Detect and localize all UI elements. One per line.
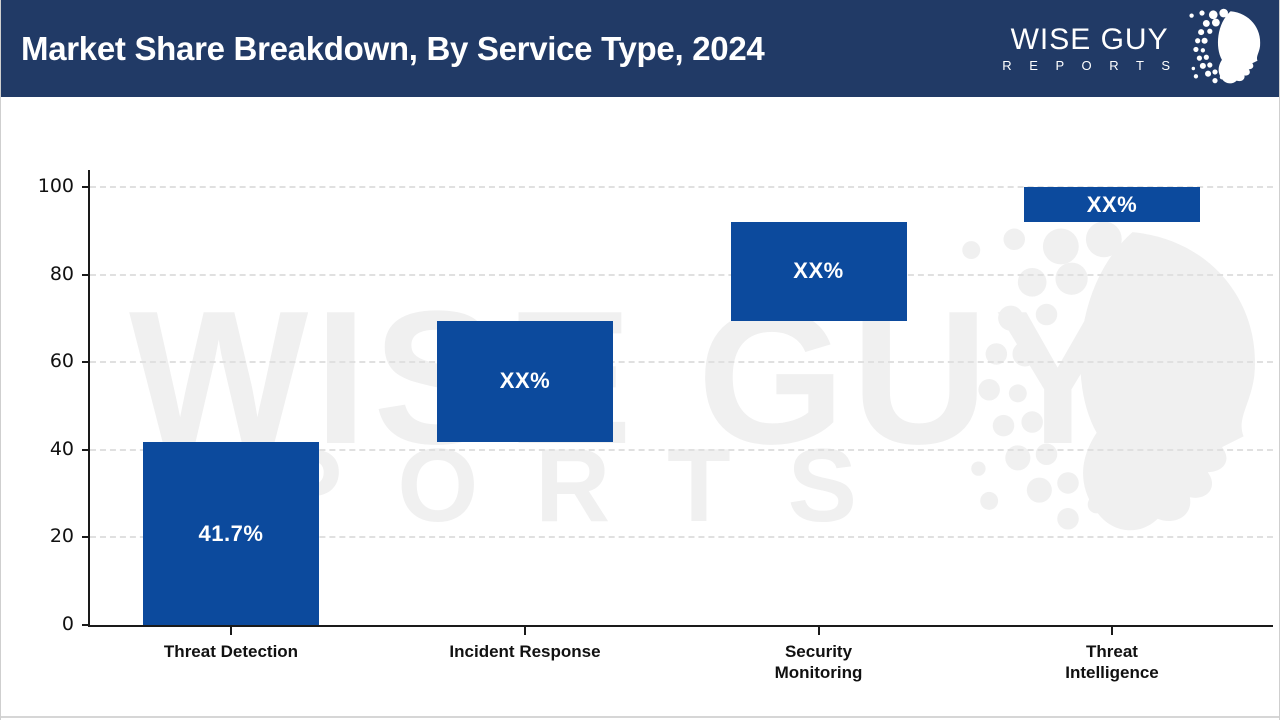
watermark-text-2: P O R T S xyxy=(273,428,871,544)
bar-value-label-2: XX% xyxy=(499,368,551,394)
x-tick-label-3: Security Monitoring xyxy=(774,642,863,683)
bar-value-label-4: XX% xyxy=(1086,191,1138,217)
bar-2: XX% xyxy=(437,320,613,443)
header: Market Share Breakdown, By Service Type,… xyxy=(1,0,1279,97)
plot: 0 20 40 60 80 100 41.7% Threat Detection XX% Inci… xyxy=(1,97,1280,720)
logo-subtitle: R E P O R T S xyxy=(1002,57,1177,73)
wise-guy-logo: WISE GUY R E P O R T S xyxy=(1002,6,1267,92)
bottom-divider xyxy=(1,716,1279,718)
watermark-face-icon xyxy=(962,221,1256,531)
bar-1: 41.7% xyxy=(143,442,319,625)
x-tick-1 xyxy=(230,627,232,635)
y-tick-0 xyxy=(82,624,90,626)
x-axis xyxy=(88,625,1273,627)
bar-value-label-1: 41.7% xyxy=(198,520,264,546)
gridline-40 xyxy=(90,448,1273,451)
gridline-60 xyxy=(90,361,1273,364)
gridline-80 xyxy=(90,273,1273,276)
y-axis xyxy=(88,170,90,627)
x-tick-label-2: Incident Response xyxy=(449,642,601,661)
x-tick-4 xyxy=(1111,627,1113,635)
logo-wordmark: WISE GUY xyxy=(1010,23,1169,57)
y-tick-label-100: 100 xyxy=(37,175,74,197)
logo-face-icon xyxy=(1189,8,1261,83)
bar-4: XX% xyxy=(1024,187,1200,223)
y-tick-label-40: 40 xyxy=(49,437,74,460)
x-tick-label-1: Threat Detection xyxy=(163,642,299,661)
page-title: Market Share Breakdown, By Service Type,… xyxy=(21,29,765,67)
bar-3: XX% xyxy=(730,222,907,321)
bar-value-label-3: XX% xyxy=(793,258,844,284)
x-tick-2 xyxy=(524,627,526,635)
y-tick-100 xyxy=(82,186,90,188)
y-tick-40 xyxy=(82,448,90,451)
y-tick-80 xyxy=(82,273,90,276)
y-tick-label-60: 60 xyxy=(49,350,74,373)
y-tick-label-20: 20 xyxy=(49,525,74,548)
y-tick-60 xyxy=(82,361,90,364)
gridline-20 xyxy=(90,536,1273,539)
logo-text: WISE GUY R E P O R T S xyxy=(1002,24,1177,73)
x-tick-label-4: Threat Intelligence xyxy=(1065,642,1159,683)
chart-area: WISE GUY P O R T S 0 20 40 60 80 100 41.7% Thre… xyxy=(1,97,1280,720)
gridline-100 xyxy=(90,186,1273,188)
y-tick-label-0: 0 xyxy=(61,613,74,635)
x-tick-3 xyxy=(817,627,820,635)
y-tick-20 xyxy=(82,536,90,539)
y-tick-label-80: 80 xyxy=(49,262,74,285)
